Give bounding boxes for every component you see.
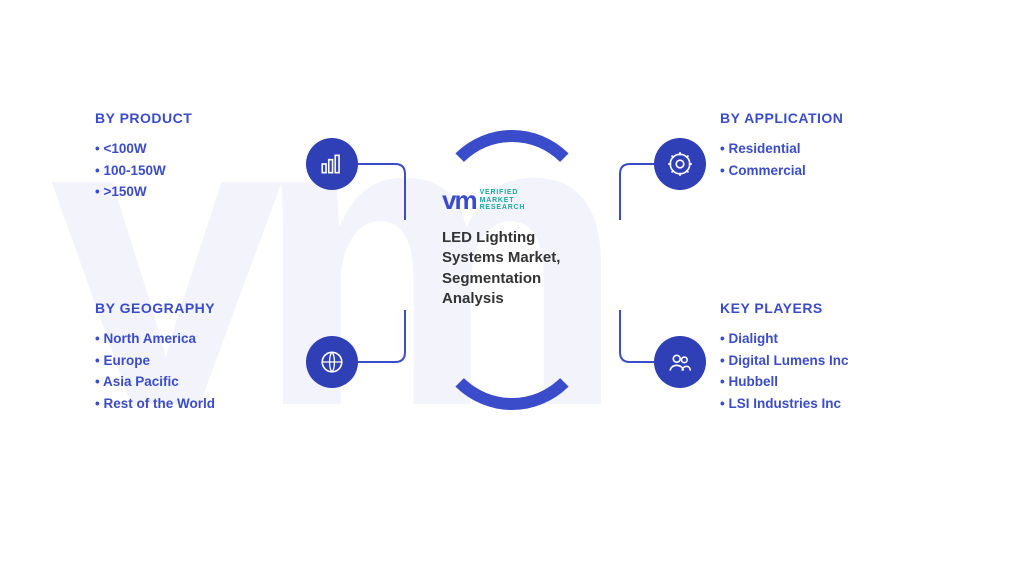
list-item: LSI Industries Inc [720, 393, 849, 415]
list-item: Residential [720, 138, 843, 160]
list-application: Residential Commercial [720, 138, 843, 181]
list-keyplayers: Dialight Digital Lumens Inc Hubbell LSI … [720, 328, 849, 414]
badge-geography [306, 336, 358, 388]
section-application: BY APPLICATION Residential Commercial [720, 110, 843, 181]
users-icon [667, 349, 693, 375]
list-item: North America [95, 328, 215, 350]
badge-keyplayers [654, 336, 706, 388]
center-title: LED Lighting Systems Market, Segmentatio… [442, 228, 592, 309]
heading-product: BY PRODUCT [95, 110, 192, 126]
gear-icon [667, 151, 693, 177]
section-geography: BY GEOGRAPHY North America Europe Asia P… [95, 300, 215, 414]
heading-keyplayers: KEY PLAYERS [720, 300, 849, 316]
list-item: >150W [95, 181, 192, 203]
bar-chart-icon [319, 151, 345, 177]
badge-product [306, 138, 358, 190]
logo-text: VERIFIED MARKET RESEARCH [480, 189, 526, 212]
heading-application: BY APPLICATION [720, 110, 843, 126]
logo-line: MARKET [480, 197, 515, 204]
list-item: Rest of the World [95, 393, 215, 415]
list-item: <100W [95, 138, 192, 160]
section-product: BY PRODUCT <100W 100-150W >150W [95, 110, 192, 203]
logo-mark: vm [442, 185, 476, 216]
list-item: Asia Pacific [95, 371, 215, 393]
list-item: 100-150W [95, 160, 192, 182]
list-item: Commercial [720, 160, 843, 182]
vmr-logo: vm VERIFIED MARKET RESEARCH [442, 185, 592, 216]
heading-geography: BY GEOGRAPHY [95, 300, 215, 316]
logo-line: RESEARCH [480, 204, 526, 211]
list-product: <100W 100-150W >150W [95, 138, 192, 203]
connector-geography [355, 310, 435, 370]
section-keyplayers: KEY PLAYERS Dialight Digital Lumens Inc … [720, 300, 849, 414]
badge-application [654, 138, 706, 190]
logo-line: VERIFIED [480, 189, 519, 196]
diagram-canvas: BY PRODUCT <100W 100-150W >150W BY GEOGR… [0, 0, 1024, 576]
center-body: vm VERIFIED MARKET RESEARCH LED Lighting… [442, 185, 592, 309]
connector-product [355, 160, 435, 220]
list-item: Digital Lumens Inc [720, 350, 849, 372]
globe-icon [319, 349, 345, 375]
list-geography: North America Europe Asia Pacific Rest o… [95, 328, 215, 414]
list-item: Europe [95, 350, 215, 372]
list-item: Dialight [720, 328, 849, 350]
list-item: Hubbell [720, 371, 849, 393]
